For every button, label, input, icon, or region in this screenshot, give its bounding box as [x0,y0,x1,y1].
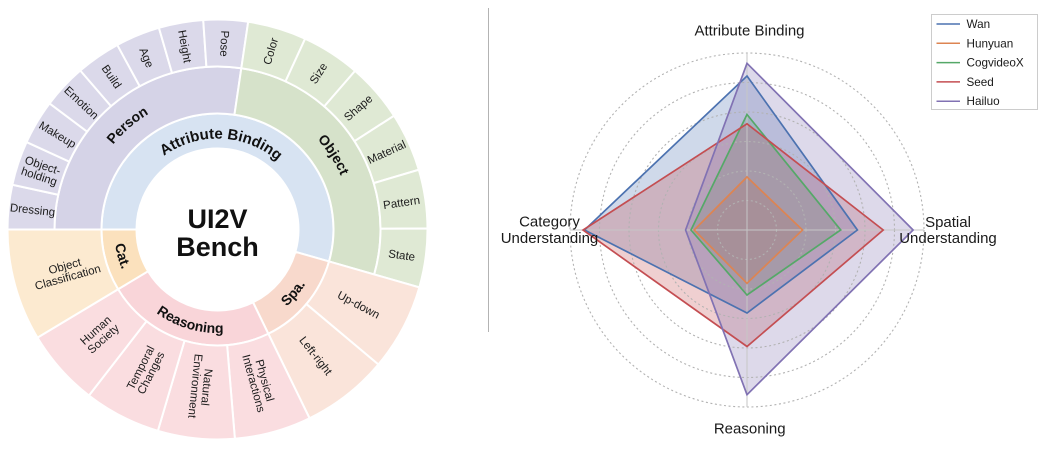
svg-text:UI2V: UI2V [187,204,247,234]
svg-text:Hunyuan: Hunyuan [967,37,1014,50]
svg-text:Seed: Seed [967,76,994,89]
svg-text:Height: Height [175,29,193,65]
svg-text:Bench: Bench [176,232,259,262]
svg-text:Attribute Binding: Attribute Binding [694,23,804,40]
svg-text:Hailuo: Hailuo [967,95,1001,108]
svg-text:Pattern: Pattern [382,195,420,212]
svg-text:Reasoning: Reasoning [714,421,786,438]
svg-text:Cat.: Cat. [112,242,134,271]
svg-text:Category: Category [519,214,580,231]
svg-text:Wan: Wan [967,18,991,31]
svg-text:Pose: Pose [217,30,230,57]
svg-text:Natural: Natural [198,368,214,406]
svg-text:Understanding: Understanding [899,230,997,247]
svg-text:State: State [387,248,415,264]
svg-text:CogvideoX: CogvideoX [967,57,1024,70]
svg-text:Spatial: Spatial [925,214,971,231]
svg-text:Dressing: Dressing [9,202,55,219]
svg-text:Understanding: Understanding [501,230,599,247]
